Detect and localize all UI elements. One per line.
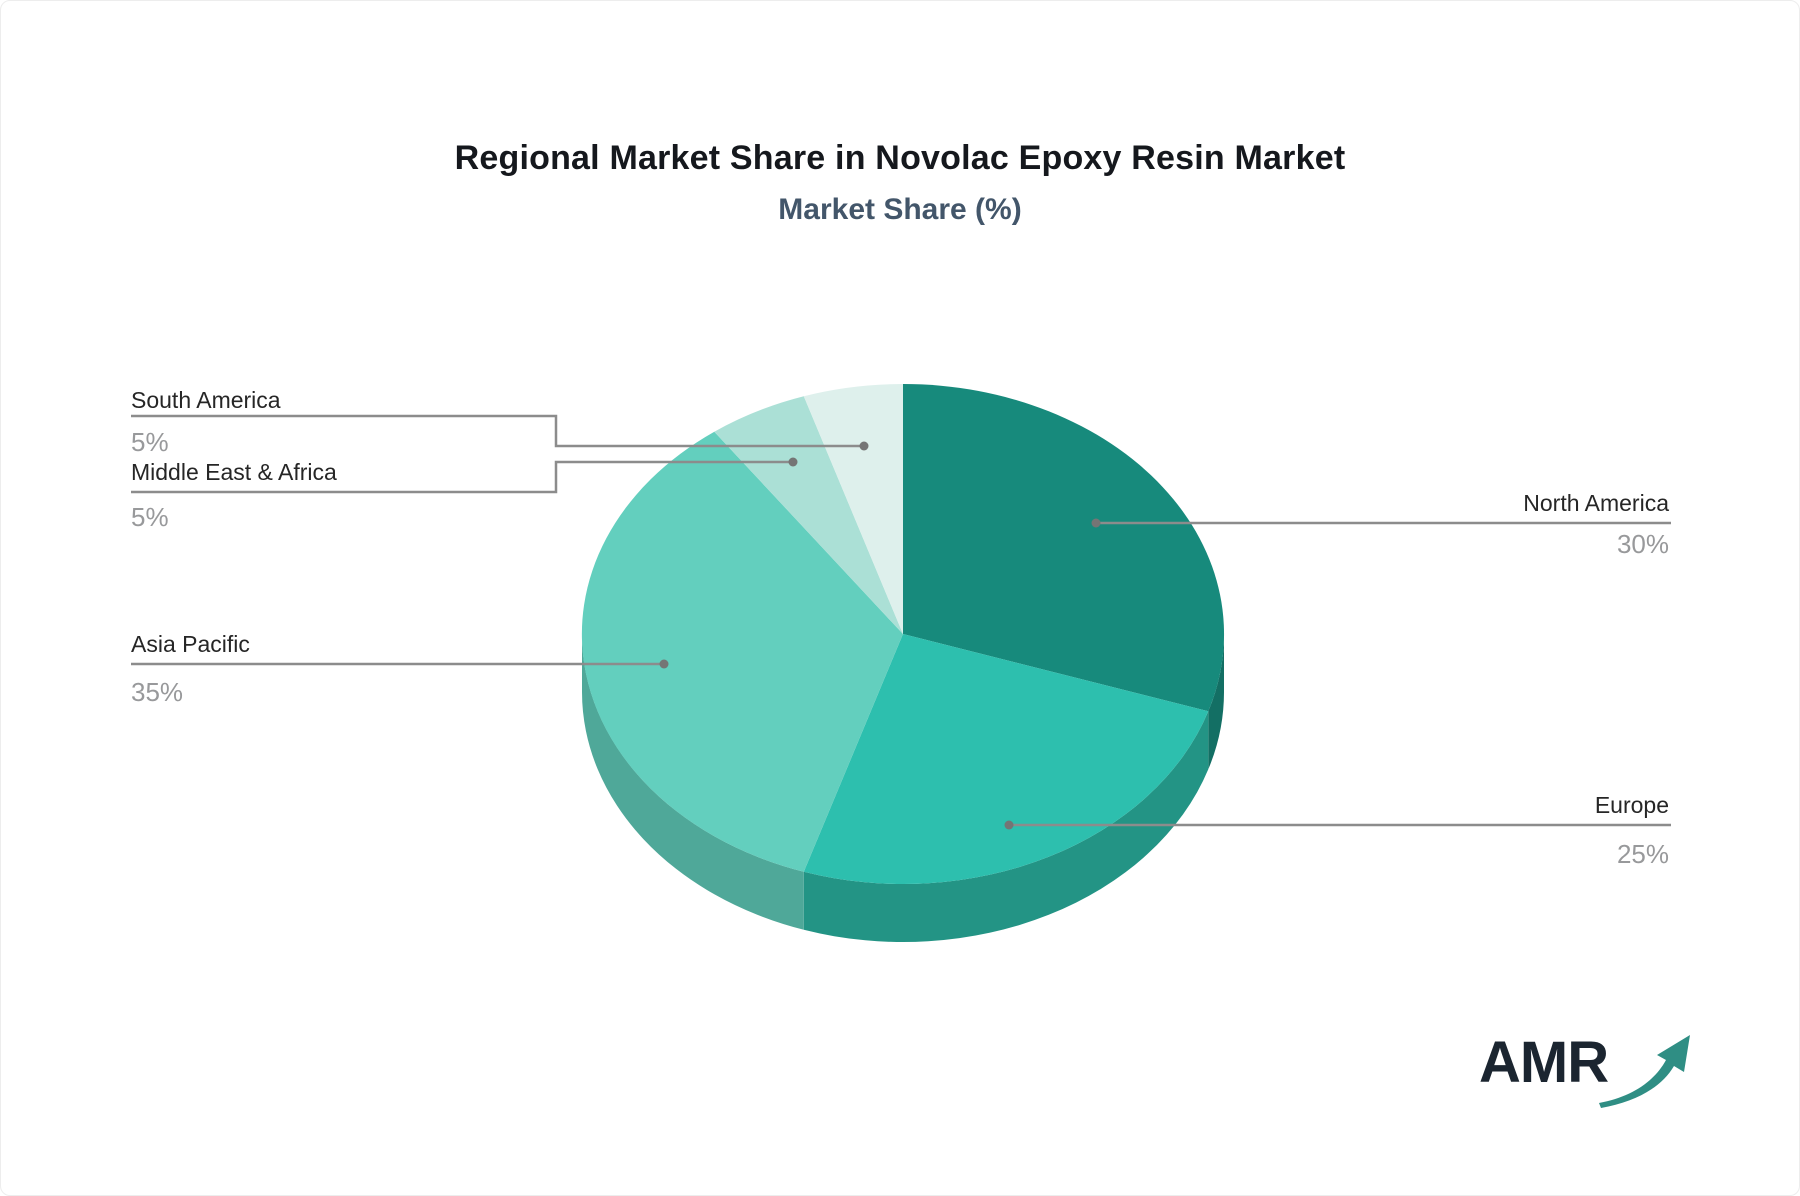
amr-logo: AMR bbox=[1479, 1029, 1709, 1119]
leader-dot-asia-pacific bbox=[659, 659, 669, 669]
pie-side-north-america bbox=[1208, 634, 1224, 770]
pie-slice-middle-east-africa bbox=[714, 396, 903, 634]
leader-dot-north-america bbox=[1091, 518, 1101, 528]
chart-title: Regional Market Share in Novolac Epoxy R… bbox=[454, 139, 1346, 177]
chart-subtitle: Market Share (%) bbox=[778, 193, 1022, 226]
slice-value-europe: 25% bbox=[1616, 839, 1669, 869]
amr-logo-text: AMR bbox=[1479, 1030, 1609, 1095]
leader-dot-middle-east-africa bbox=[788, 457, 798, 467]
slice-label-europe: Europe bbox=[1594, 792, 1669, 818]
slice-value-north-america: 30% bbox=[1616, 529, 1669, 559]
pie-side-asia-pacific bbox=[582, 634, 804, 930]
pie-slice-asia-pacific bbox=[581, 431, 903, 872]
leader-line-south-america bbox=[131, 414, 864, 448]
leader-line-middle-east-africa bbox=[131, 460, 793, 494]
leader-dot-south-america bbox=[859, 441, 869, 451]
leader-dot-europe bbox=[1004, 820, 1014, 830]
pie-side-europe bbox=[803, 711, 1209, 943]
slice-label-asia-pacific: Asia Pacific bbox=[131, 631, 250, 657]
slice-value-middle-east-africa: 5% bbox=[131, 502, 169, 532]
growth-arrow-icon bbox=[1599, 1035, 1690, 1108]
slice-label-north-america: North America bbox=[1523, 490, 1669, 516]
pie-slice-north-america bbox=[903, 384, 1225, 712]
slice-value-south-america: 5% bbox=[131, 427, 169, 457]
slice-label-south-america: South America bbox=[131, 387, 281, 413]
slice-label-middle-east-africa: Middle East & Africa bbox=[131, 459, 337, 485]
slice-value-asia-pacific: 35% bbox=[131, 677, 184, 707]
pie-slice-europe bbox=[803, 634, 1209, 885]
